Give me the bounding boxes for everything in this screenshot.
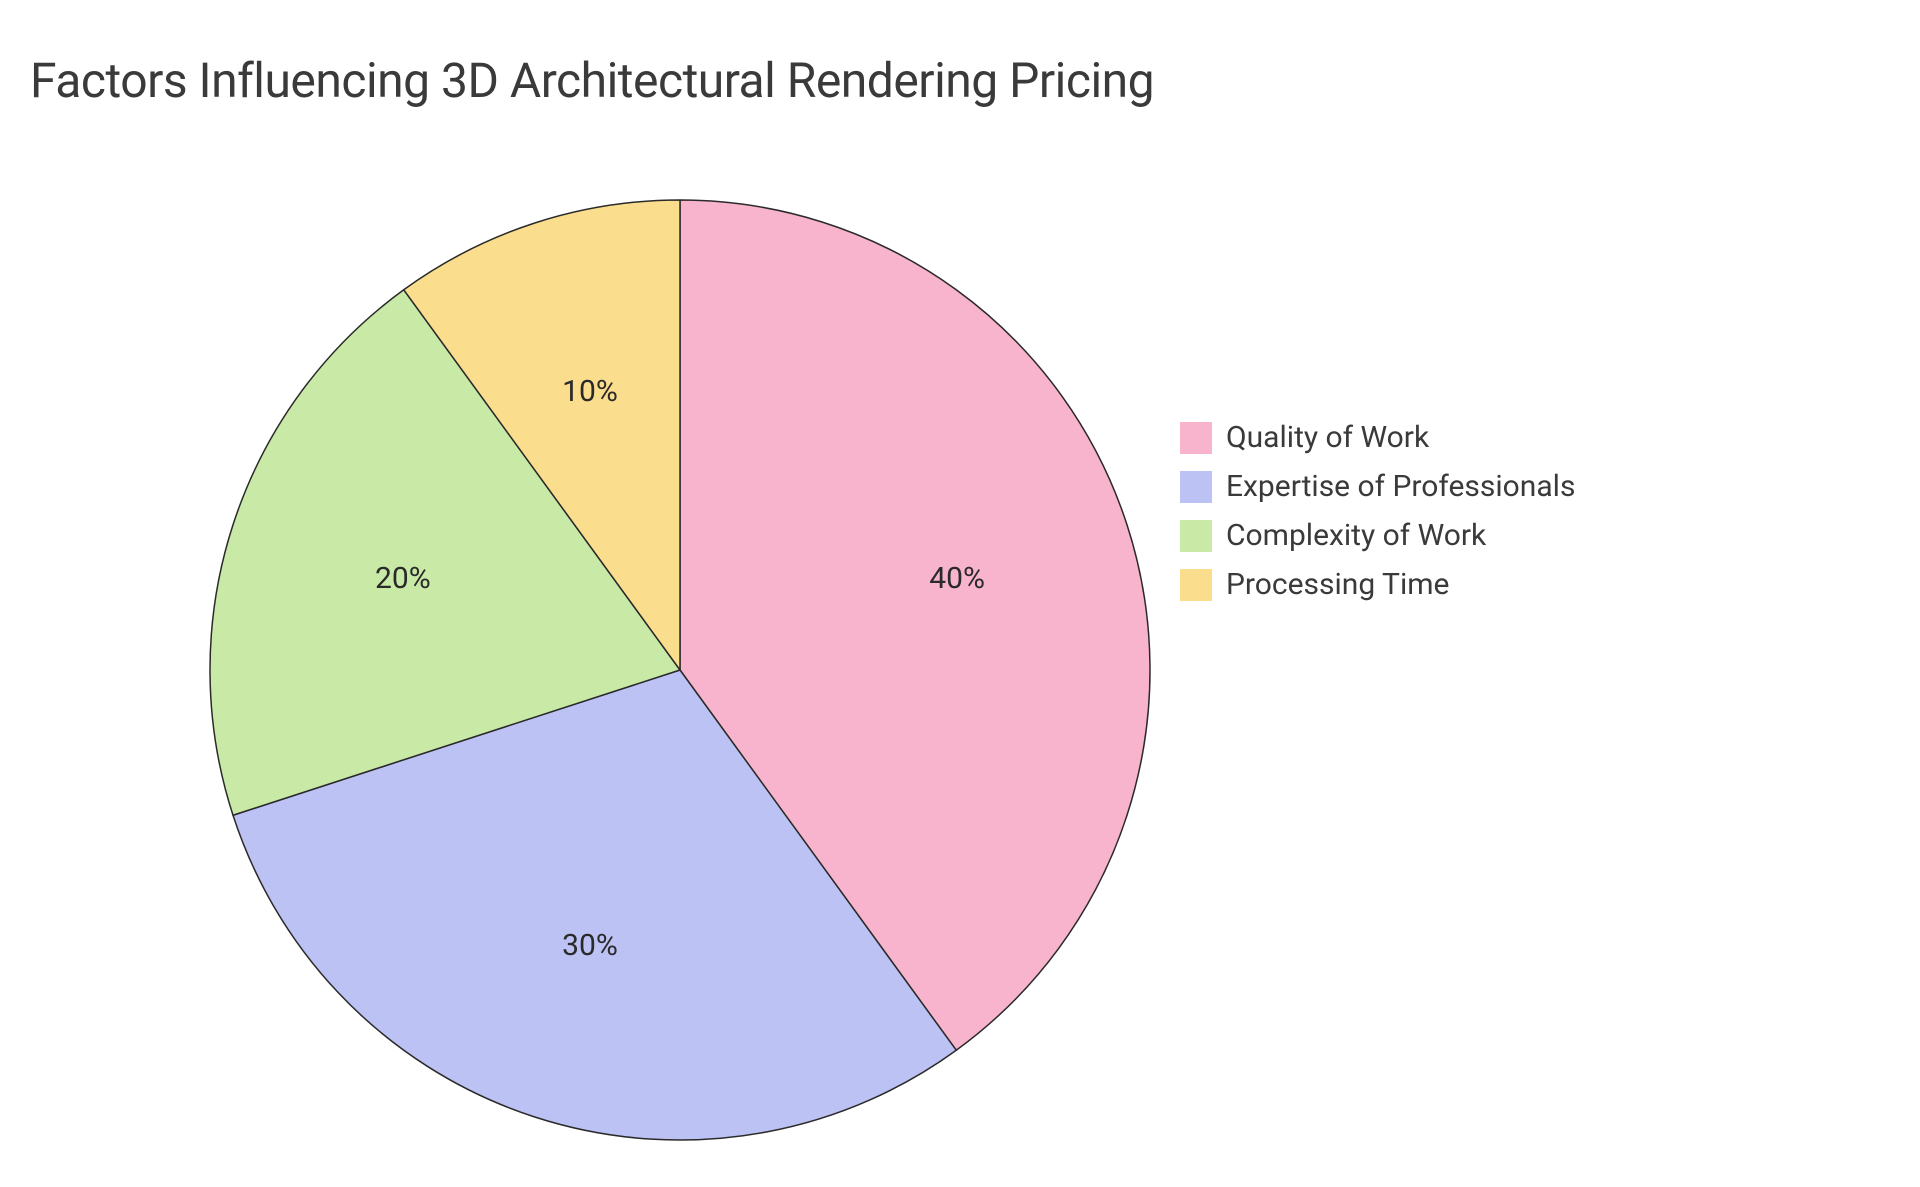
legend-item: Expertise of Professionals bbox=[1180, 469, 1575, 504]
legend-label: Expertise of Professionals bbox=[1226, 469, 1575, 504]
legend-label: Processing Time bbox=[1226, 567, 1449, 602]
legend-item: Processing Time bbox=[1180, 567, 1575, 602]
legend: Quality of Work Expertise of Professional… bbox=[1180, 420, 1575, 616]
legend-swatch bbox=[1180, 422, 1212, 454]
legend-swatch bbox=[1180, 569, 1212, 601]
slice-label: 10% bbox=[562, 374, 618, 409]
legend-item: Complexity of Work bbox=[1180, 518, 1575, 553]
legend-swatch bbox=[1180, 471, 1212, 503]
legend-label: Complexity of Work bbox=[1226, 518, 1486, 553]
slice-label: 20% bbox=[375, 561, 431, 596]
legend-item: Quality of Work bbox=[1180, 420, 1575, 455]
legend-swatch bbox=[1180, 520, 1212, 552]
pie-chart-container: 40% 30% 20% 10% bbox=[0, 100, 1920, 1060]
legend-label: Quality of Work bbox=[1226, 420, 1429, 455]
slice-label: 30% bbox=[562, 928, 618, 963]
pie-chart-svg: 40% 30% 20% 10% bbox=[0, 100, 1920, 1183]
slice-label: 40% bbox=[929, 561, 985, 596]
